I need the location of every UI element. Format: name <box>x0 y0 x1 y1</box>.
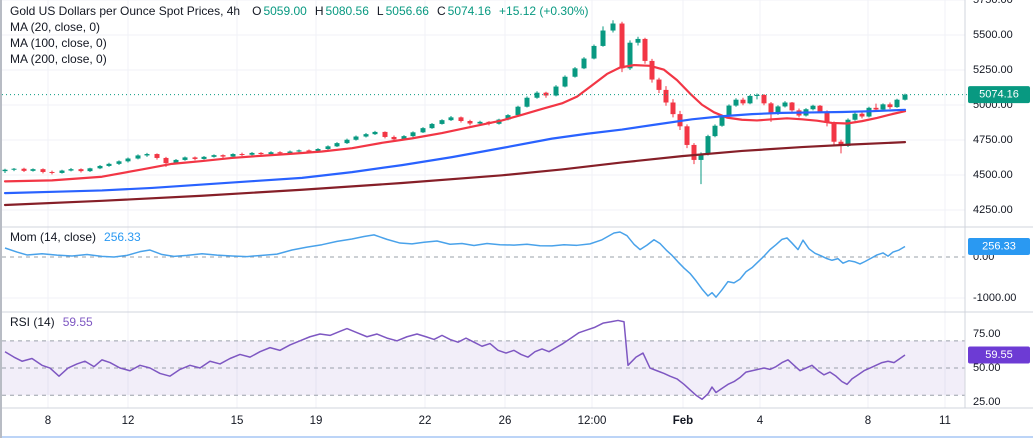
legend: Gold US Dollars per Ounce Spot Prices, 4… <box>10 3 588 67</box>
mom-badge <box>968 237 1030 255</box>
time-label: 12 <box>122 415 135 427</box>
mom-badge-text: 256.33 <box>982 240 1016 252</box>
time-label: 19 <box>310 415 323 427</box>
low-value: 5056.66 <box>385 4 429 18</box>
rsi-label: RSI (14) <box>10 315 55 329</box>
time-label: 8 <box>865 415 871 427</box>
time-label: 22 <box>419 415 432 427</box>
main-series-legend[interactable]: Gold US Dollars per Ounce Spot Prices, 4… <box>10 3 588 19</box>
time-label: 4 <box>757 415 764 427</box>
price-grid <box>2 0 965 299</box>
time-label: 12:00 <box>578 415 607 427</box>
price-axis-label: 4250.00 <box>973 204 1013 216</box>
price-axis-label: 5250.00 <box>973 64 1013 76</box>
chart-title: Gold US Dollars per Ounce Spot Prices, 4… <box>10 4 241 18</box>
ma100-label: MA (100, close, 0) <box>10 36 107 50</box>
ma20-line <box>3 64 907 183</box>
price-axis-label: 5750.00 <box>973 0 1013 6</box>
time-label: Feb <box>673 415 693 427</box>
rsi-axis-label: 25.00 <box>973 396 1001 408</box>
ma200-line <box>3 141 907 207</box>
price-axis-pane[interactable]: 5750.005500.005250.005000.004750.004500.… <box>968 0 1030 408</box>
open-label: O <box>252 4 262 18</box>
price-axis-label: 5500.00 <box>973 29 1013 41</box>
rsi-legend[interactable]: RSI (14) 59.55 <box>10 315 93 329</box>
ma200-label: MA (200, close, 0) <box>10 52 107 66</box>
time-grid <box>47 0 946 408</box>
time-label: 11 <box>939 415 951 427</box>
price-badge <box>968 86 1030 104</box>
change-value: +15.12 (+0.30%) <box>499 4 589 18</box>
close-label: C <box>436 4 446 18</box>
price-badge-text: 5074.16 <box>979 89 1019 101</box>
mom-axis-label: -1000.00 <box>973 292 1016 304</box>
rsi-badge <box>968 346 1030 364</box>
time-label: 8 <box>45 415 51 427</box>
ma200-legend[interactable]: MA (200, close, 0) <box>10 51 588 67</box>
ma100-line <box>3 108 907 195</box>
low-label: L <box>376 4 384 18</box>
mom-line <box>4 231 906 298</box>
ma20-legend[interactable]: MA (20, close, 0) <box>10 19 588 35</box>
rsi-value: 59.55 <box>62 315 93 329</box>
ma20-label: MA (20, close, 0) <box>10 20 101 34</box>
open-value: 5059.00 <box>263 4 307 18</box>
price-axis-label: 4750.00 <box>973 134 1013 146</box>
ohlc-values: O 5059.00 H 5080.56 L 5056.66 C 5074.16 +15.12 (… <box>252 3 588 19</box>
price-axis-label: 4500.00 <box>973 169 1013 181</box>
time-label: 26 <box>499 415 512 427</box>
bottom-bar <box>2 436 1033 438</box>
time-axis[interactable]: 8 12 15 19 22 26 12:00 Feb 4 8 11 <box>45 415 951 427</box>
mom-label: Mom (14, close) <box>10 230 97 244</box>
time-label: 15 <box>231 415 244 427</box>
rsi-badge-text: 59.55 <box>985 349 1013 361</box>
mom-legend[interactable]: Mom (14, close) 256.33 <box>10 230 141 244</box>
rsi-line <box>4 319 906 401</box>
rsi-axis-label: 75.00 <box>973 328 1001 340</box>
close-value: 5074.16 <box>447 4 492 18</box>
high-label: H <box>314 4 324 18</box>
mom-value: 256.33 <box>104 230 141 244</box>
high-value: 5080.56 <box>325 4 369 18</box>
ma100-legend[interactable]: MA (100, close, 0) <box>10 35 588 51</box>
rsi-axis-label: 50.00 <box>973 362 1001 374</box>
